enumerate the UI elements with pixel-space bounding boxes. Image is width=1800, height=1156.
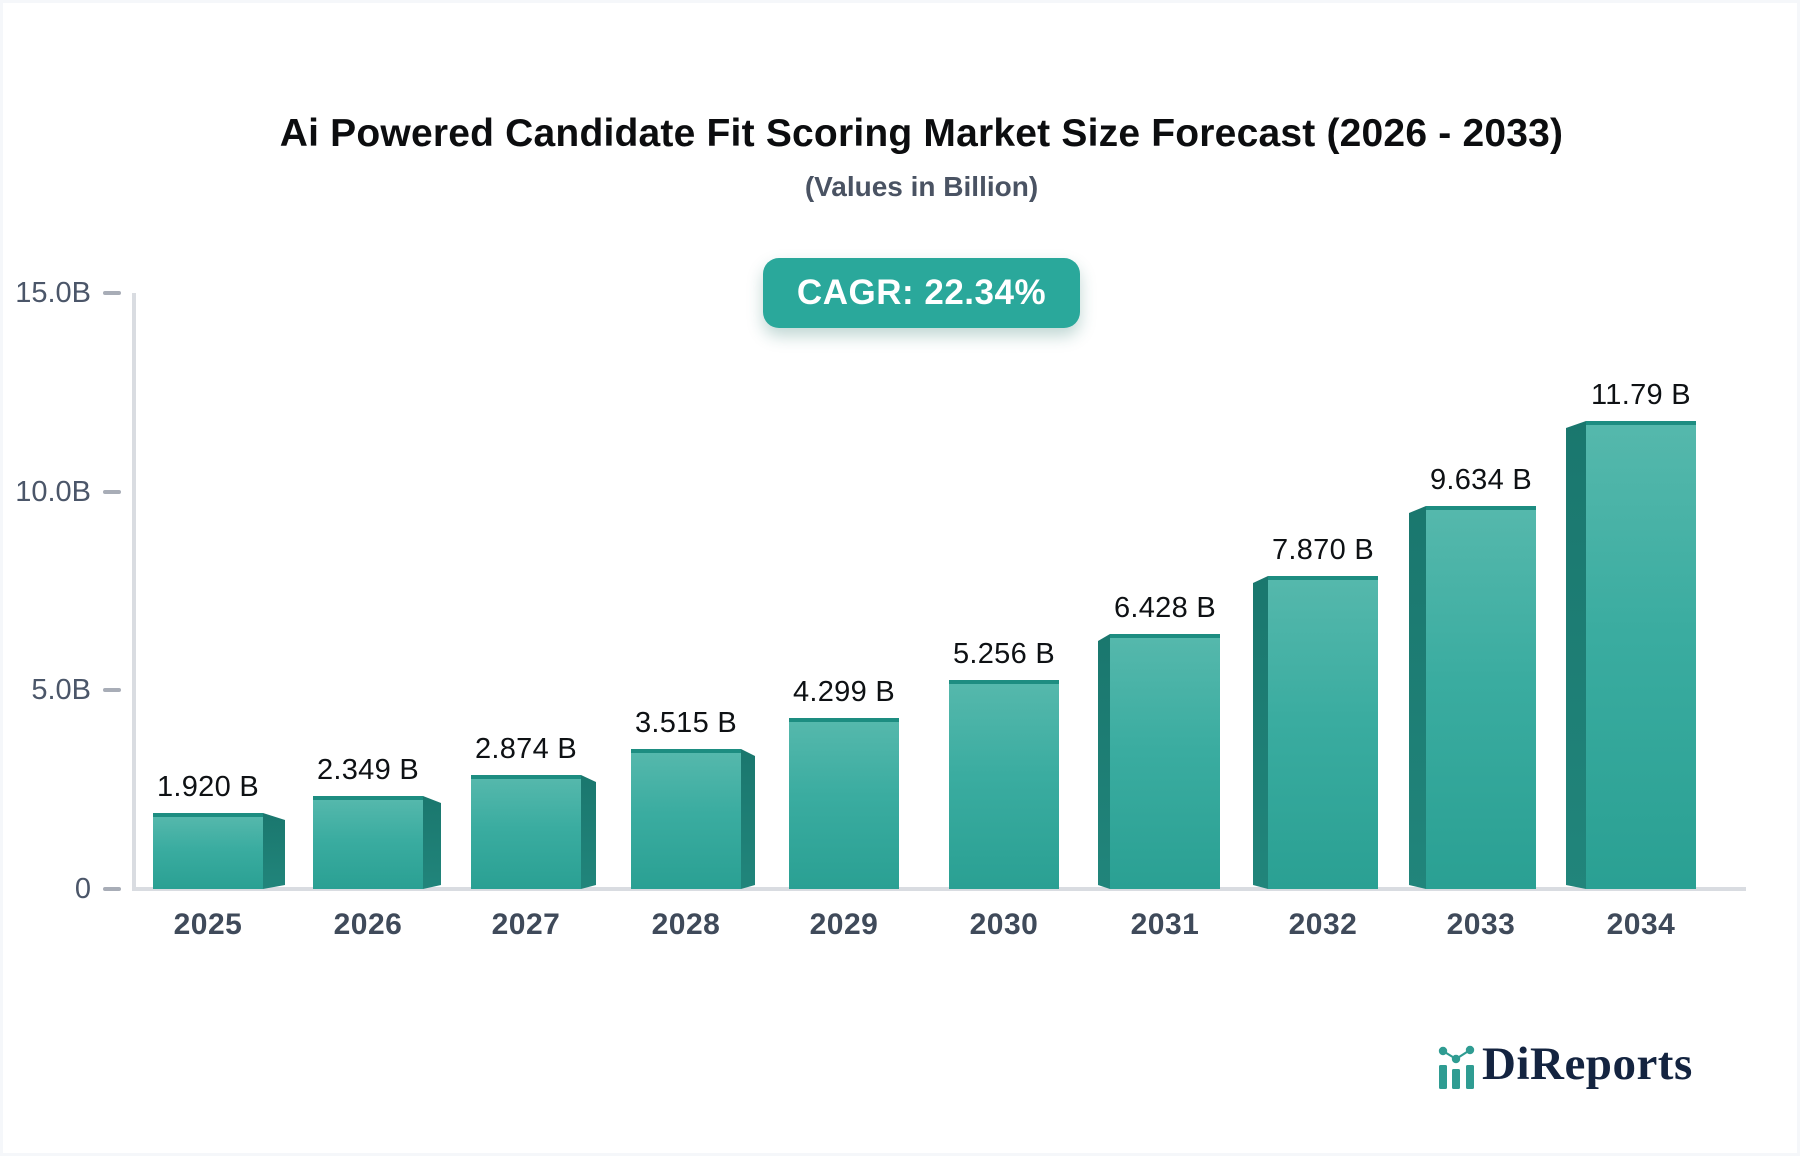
bar-value-label: 11.79 B (1591, 379, 1691, 411)
y-tick-dash (103, 887, 121, 891)
direports-logo-icon (1438, 1045, 1475, 1089)
y-tick-label: 0 (74, 873, 91, 905)
bar-value-label: 4.299 B (792, 676, 896, 708)
direports-logo-text: DiReports (1482, 1038, 1693, 1090)
chart-title: Ai Powered Candidate Fit Scoring Market … (279, 112, 1564, 155)
bar-2032 (1268, 576, 1378, 889)
bar-side-2025 (263, 813, 285, 889)
bar-2034 (1586, 421, 1696, 889)
bar-value-label: 3.515 B (634, 707, 738, 739)
bar-2026 (313, 796, 423, 889)
cagr-badge: CAGR: 22.34% (762, 258, 1081, 328)
x-axis-label-2033: 2033 (1446, 908, 1516, 941)
cagr-badge-band: CAGR: 22.34% (43, 258, 1797, 328)
bar-side-2031 (1098, 634, 1110, 889)
bar-value-label: 7.870 B (1271, 534, 1375, 566)
bar-2030 (949, 680, 1059, 889)
bar-side-2034 (1566, 421, 1586, 889)
y-tick-dash (103, 688, 121, 693)
x-axis-label-2034: 2034 (1606, 908, 1676, 941)
bar-value-label: 2.874 B (474, 733, 578, 765)
bar-2031 (1110, 634, 1220, 889)
direports-logo: DiReports (1437, 1039, 1693, 1089)
x-axis-label-2027: 2027 (491, 908, 561, 941)
bar-side-2032 (1253, 576, 1268, 889)
y-tick-label: 10.0B (15, 475, 91, 508)
x-axis-label-2031: 2031 (1130, 908, 1200, 941)
bar-2028 (631, 749, 741, 889)
x-axis-line (132, 887, 1746, 891)
bar-side-2027 (581, 775, 596, 889)
bar-side-2028 (741, 749, 755, 889)
y-tick-label: 15.0B (15, 277, 91, 309)
bar-value-label: 9.634 B (1429, 464, 1533, 496)
bar-2033 (1426, 506, 1536, 889)
bar-2029 (789, 718, 899, 889)
x-axis-label-2026: 2026 (333, 908, 403, 941)
x-axis-label-2028: 2028 (651, 908, 721, 941)
y-axis-line (132, 293, 136, 891)
chart-subtitle: (Values in Billion) (804, 171, 1039, 202)
bar-2025 (153, 813, 263, 889)
x-axis-label-2030: 2030 (969, 908, 1039, 941)
bar-side-2026 (423, 796, 441, 889)
y-tick-dash (103, 291, 121, 295)
bar-value-label: 5.256 B (952, 638, 1056, 670)
bar-value-label: 2.349 B (316, 754, 420, 786)
bar-2027 (471, 775, 581, 889)
y-tick-label: 5.0B (31, 674, 91, 707)
x-axis-label-2032: 2032 (1288, 908, 1358, 941)
x-axis-label-2029: 2029 (809, 908, 879, 941)
y-tick-dash (103, 489, 121, 494)
bar-value-label: 1.920 B (156, 771, 260, 803)
x-axis-label-2025: 2025 (173, 908, 243, 941)
bar-side-2033 (1409, 506, 1426, 889)
bar-value-label: 6.428 B (1113, 592, 1217, 624)
